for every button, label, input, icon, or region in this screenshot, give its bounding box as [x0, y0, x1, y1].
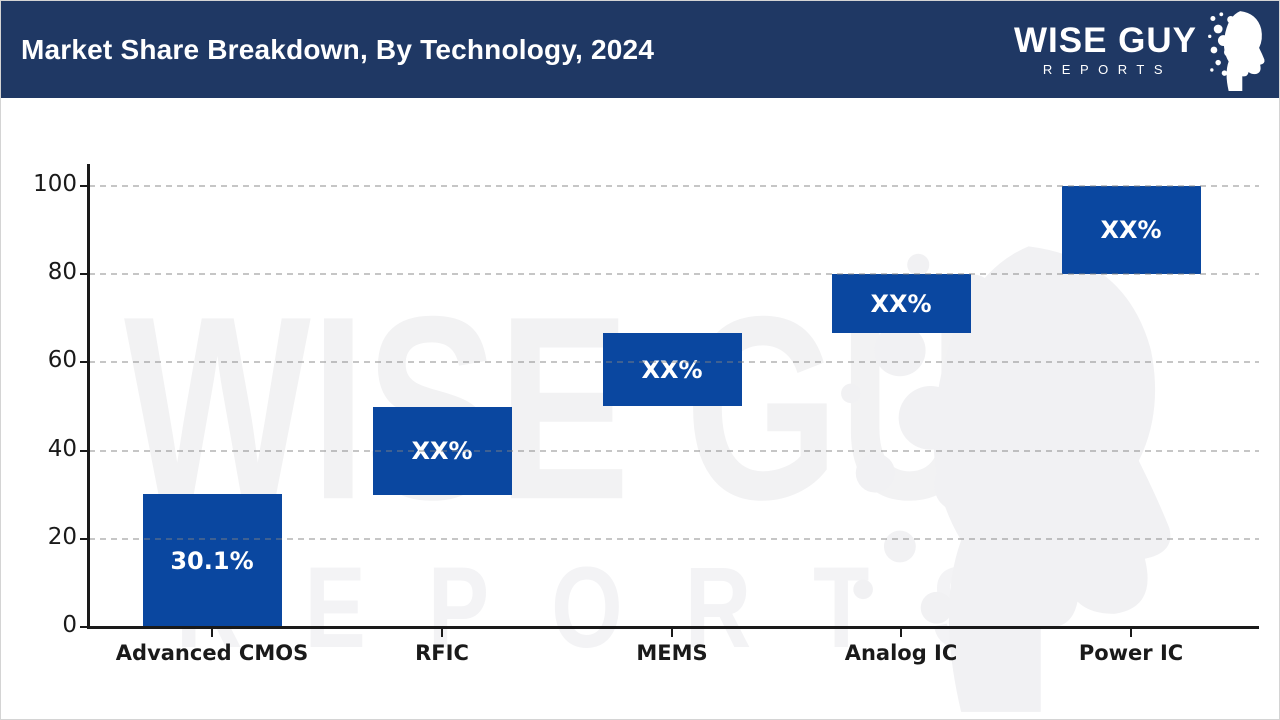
brand-logo: WISE GUY REPORTS — [1014, 7, 1269, 93]
page-title: Market Share Breakdown, By Technology, 2… — [21, 34, 655, 65]
y-axis-tick-label: 100 — [33, 171, 77, 197]
bar-value-label: XX% — [641, 355, 703, 384]
x-axis-line — [87, 626, 1259, 629]
y-axis-tick — [80, 626, 89, 628]
y-axis-tick — [80, 185, 89, 187]
y-gridline — [89, 273, 1259, 276]
header-bar: Market Share Breakdown, By Technology, 2… — [1, 1, 1279, 98]
bar-value-label: XX% — [411, 436, 473, 465]
bar-value-label: 30.1% — [170, 546, 254, 575]
waterfall-bar: XX% — [831, 274, 971, 333]
chart-area: WISE GUY REPORTS 0 20 40 60 80 100 30.1% XX% XX%… — [1, 98, 1279, 719]
x-axis-category-label: Advanced CMOS — [115, 641, 309, 665]
y-gridline — [89, 185, 1259, 187]
waterfall-bar: XX% — [1061, 186, 1201, 275]
y-axis-line — [87, 164, 90, 629]
x-axis-tick — [671, 628, 673, 637]
y-axis-tick — [80, 273, 89, 276]
bar-value-label: XX% — [870, 289, 932, 318]
bar-value-label: XX% — [1100, 216, 1162, 245]
y-axis-tick-label: 60 — [47, 347, 77, 374]
logo-subtext: REPORTS — [1042, 61, 1173, 77]
dotted-head-profile-icon — [1208, 11, 1265, 91]
y-axis-tick-label: 40 — [47, 435, 77, 462]
x-axis-tick — [1130, 628, 1132, 637]
y-axis-tick — [80, 449, 89, 452]
y-axis-tick-label: 80 — [47, 259, 77, 286]
watermark-subtext: REPORTS — [176, 544, 1055, 672]
y-gridline — [89, 537, 1259, 540]
y-axis-tick — [80, 361, 89, 364]
x-axis-tick — [900, 628, 902, 637]
x-axis-tick — [211, 628, 213, 637]
x-axis-category-label: MEMS — [636, 641, 708, 665]
waterfall-bar: XX% — [602, 332, 742, 407]
x-axis-category-label: Analog IC — [844, 641, 958, 665]
waterfall-bar: 30.1% — [142, 494, 282, 627]
y-gridline — [89, 449, 1259, 452]
waterfall-bar: XX% — [372, 406, 512, 495]
x-axis-category-label: RFIC — [415, 641, 469, 665]
y-axis-tick-label: 0 — [62, 612, 77, 638]
logo-name: WISE GUY — [1013, 21, 1197, 61]
x-axis-tick — [441, 628, 443, 637]
y-gridline — [89, 361, 1259, 364]
y-axis-tick — [80, 537, 89, 540]
watermark-head-icon — [841, 246, 1171, 712]
y-axis-tick-label: 20 — [47, 523, 77, 550]
x-axis-category-label: Power IC — [1078, 641, 1184, 665]
logo-wordmark: WISE GUY REPORTS — [1013, 21, 1197, 77]
